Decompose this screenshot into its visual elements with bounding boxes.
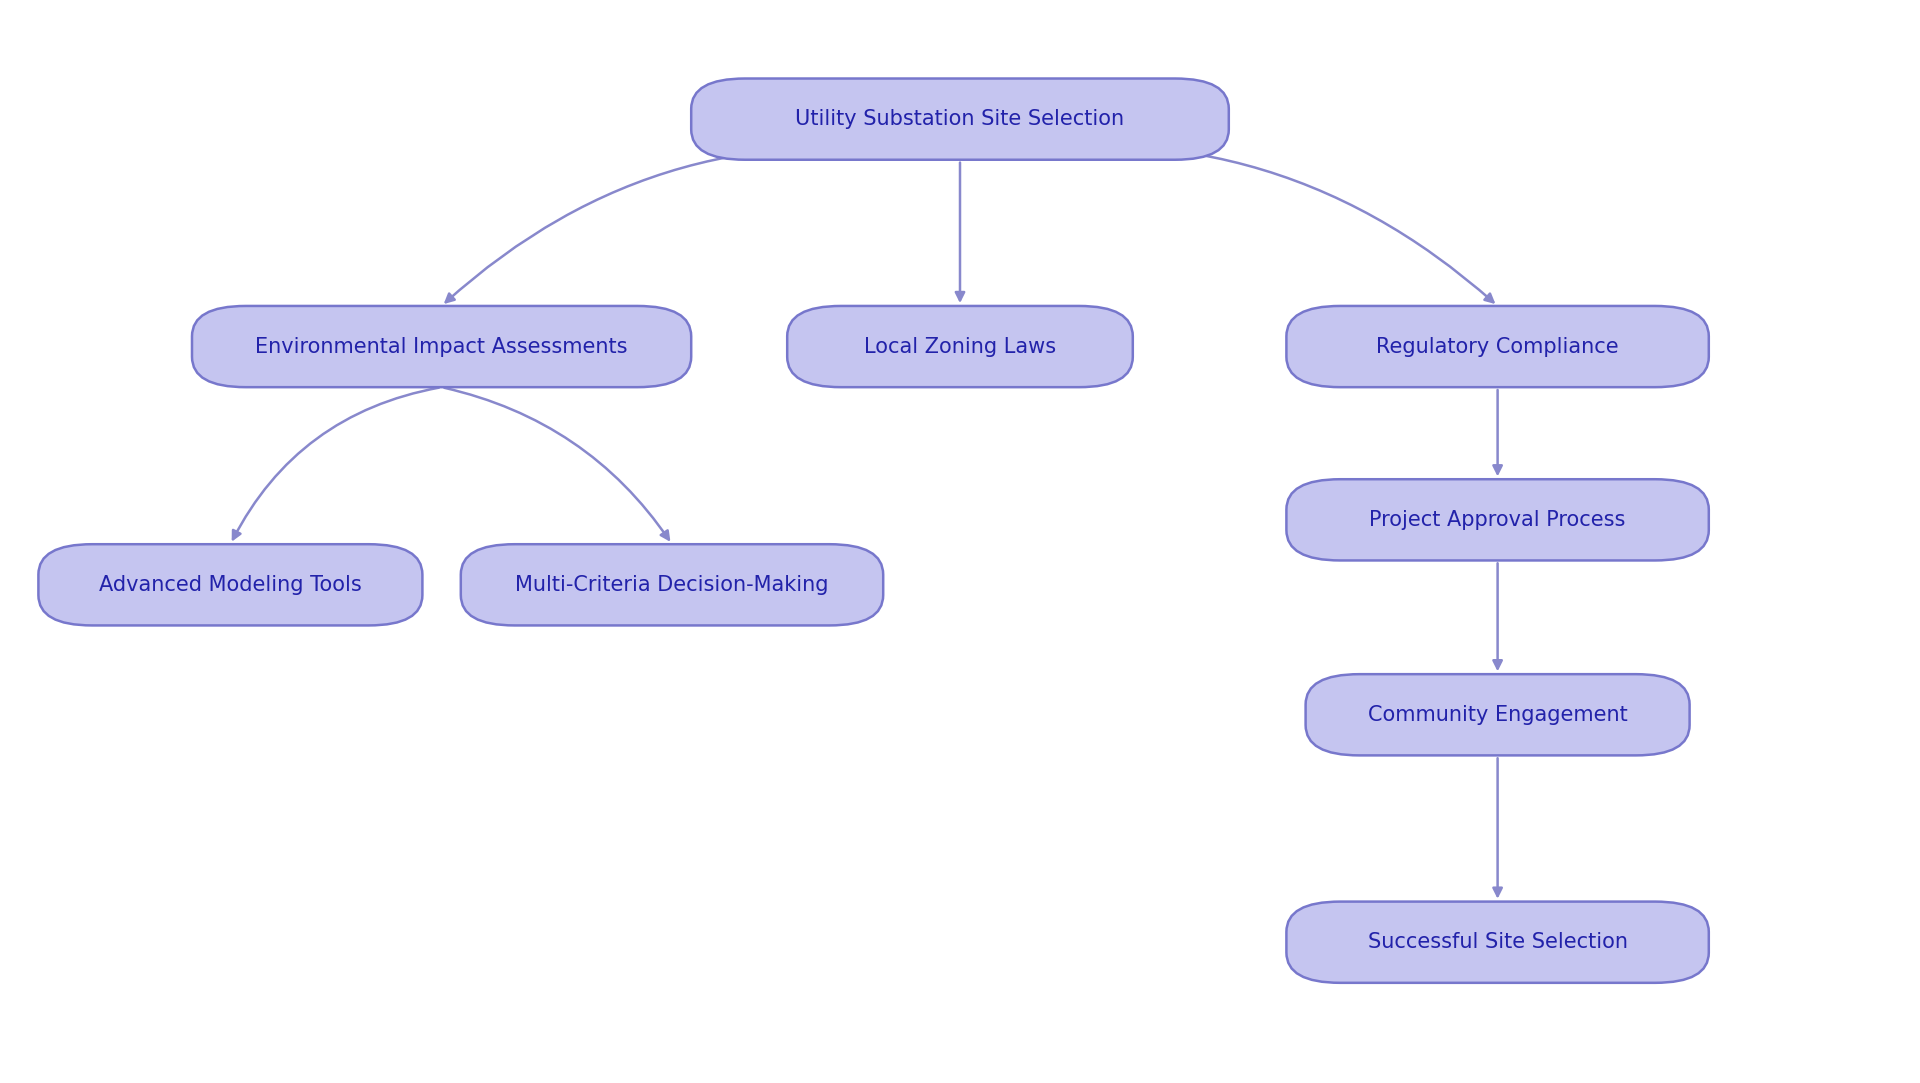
FancyBboxPatch shape: [1286, 901, 1709, 983]
FancyBboxPatch shape: [691, 79, 1229, 159]
Text: Regulatory Compliance: Regulatory Compliance: [1377, 337, 1619, 356]
Text: Advanced Modeling Tools: Advanced Modeling Tools: [100, 575, 361, 595]
FancyBboxPatch shape: [461, 544, 883, 625]
FancyBboxPatch shape: [1286, 479, 1709, 561]
Text: Environmental Impact Assessments: Environmental Impact Assessments: [255, 337, 628, 356]
FancyBboxPatch shape: [1306, 674, 1690, 756]
Text: Community Engagement: Community Engagement: [1367, 705, 1628, 725]
Text: Successful Site Selection: Successful Site Selection: [1367, 932, 1628, 952]
FancyBboxPatch shape: [1286, 305, 1709, 387]
Text: Utility Substation Site Selection: Utility Substation Site Selection: [795, 109, 1125, 129]
Text: Local Zoning Laws: Local Zoning Laws: [864, 337, 1056, 356]
FancyBboxPatch shape: [787, 305, 1133, 387]
Text: Multi-Criteria Decision-Making: Multi-Criteria Decision-Making: [515, 575, 829, 595]
FancyBboxPatch shape: [192, 305, 691, 387]
Text: Project Approval Process: Project Approval Process: [1369, 510, 1626, 530]
FancyBboxPatch shape: [38, 544, 422, 625]
